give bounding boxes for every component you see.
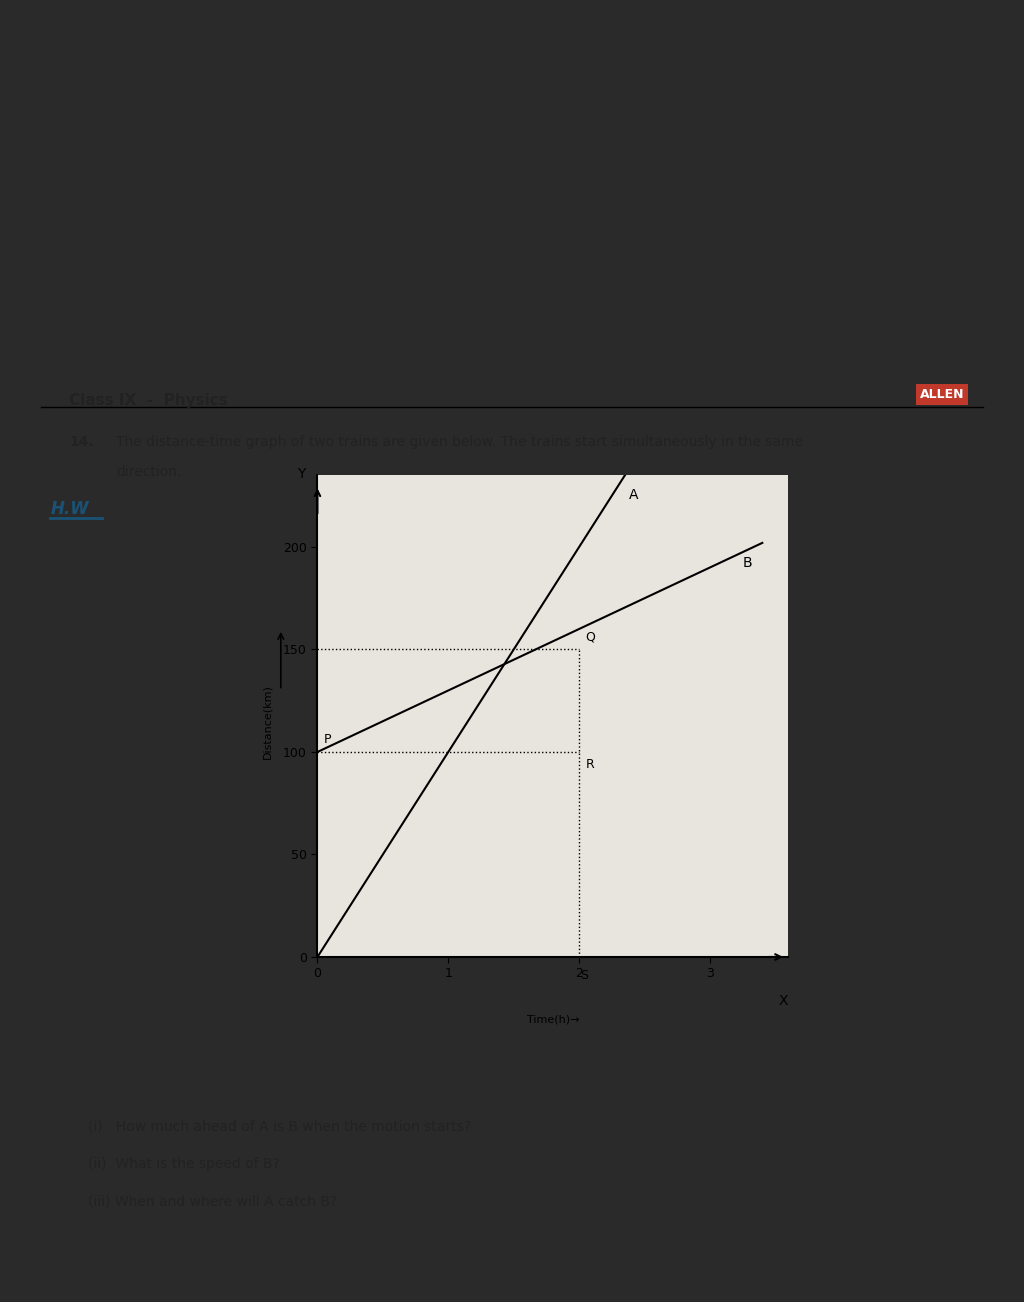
Text: ALLEN: ALLEN [920, 388, 965, 401]
Text: B: B [742, 556, 753, 570]
Text: Distance(km): Distance(km) [263, 684, 272, 759]
Text: direction.: direction. [117, 465, 181, 479]
Text: Q: Q [586, 630, 596, 643]
Text: Class IX  -  Physics: Class IX - Physics [70, 393, 228, 408]
Text: (ii)  What is the speed of B?: (ii) What is the speed of B? [88, 1156, 280, 1170]
Text: 14.: 14. [70, 435, 94, 449]
Text: (i)   How much ahead of A is B when the motion starts?: (i) How much ahead of A is B when the mo… [88, 1120, 471, 1133]
Text: A: A [630, 488, 639, 501]
Text: S: S [581, 969, 589, 982]
Text: Time(h)→: Time(h)→ [526, 1014, 580, 1025]
Text: Y: Y [298, 467, 306, 482]
Text: R: R [586, 758, 594, 771]
Text: (iii) When and where will A catch B?: (iii) When and where will A catch B? [88, 1194, 337, 1208]
Text: X: X [778, 993, 788, 1008]
Text: The distance-time graph of two trains are given below. The trains start simultan: The distance-time graph of two trains ar… [117, 435, 803, 449]
Text: P: P [324, 733, 332, 746]
Text: H.W: H.W [50, 500, 89, 518]
